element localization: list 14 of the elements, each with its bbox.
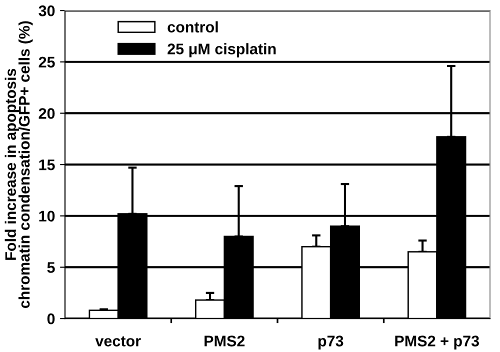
y-tick-label: 30 bbox=[38, 5, 55, 16]
y-tick-label: 5 bbox=[47, 262, 55, 273]
x-tick-label: p73 bbox=[318, 336, 344, 350]
x-tick-label: PMS2 + p73 bbox=[395, 336, 479, 350]
y-tick-label: 20 bbox=[38, 108, 55, 119]
x-tick-label: PMS2 bbox=[204, 336, 245, 346]
y-tick-label: 10 bbox=[39, 210, 55, 222]
y-tick-label: 25 bbox=[38, 56, 55, 68]
x-tick-label: vector bbox=[95, 336, 141, 346]
y-axis-title: Fold increase in apoptosis chromatin condensation/GFP+ cells (%) bbox=[4, 21, 33, 308]
y-tick-label: 0 bbox=[47, 313, 55, 324]
legend-label: 25 μM cisplatin bbox=[168, 43, 276, 58]
legend-label: control bbox=[168, 21, 218, 32]
y-tick-label: 15 bbox=[39, 160, 55, 170]
